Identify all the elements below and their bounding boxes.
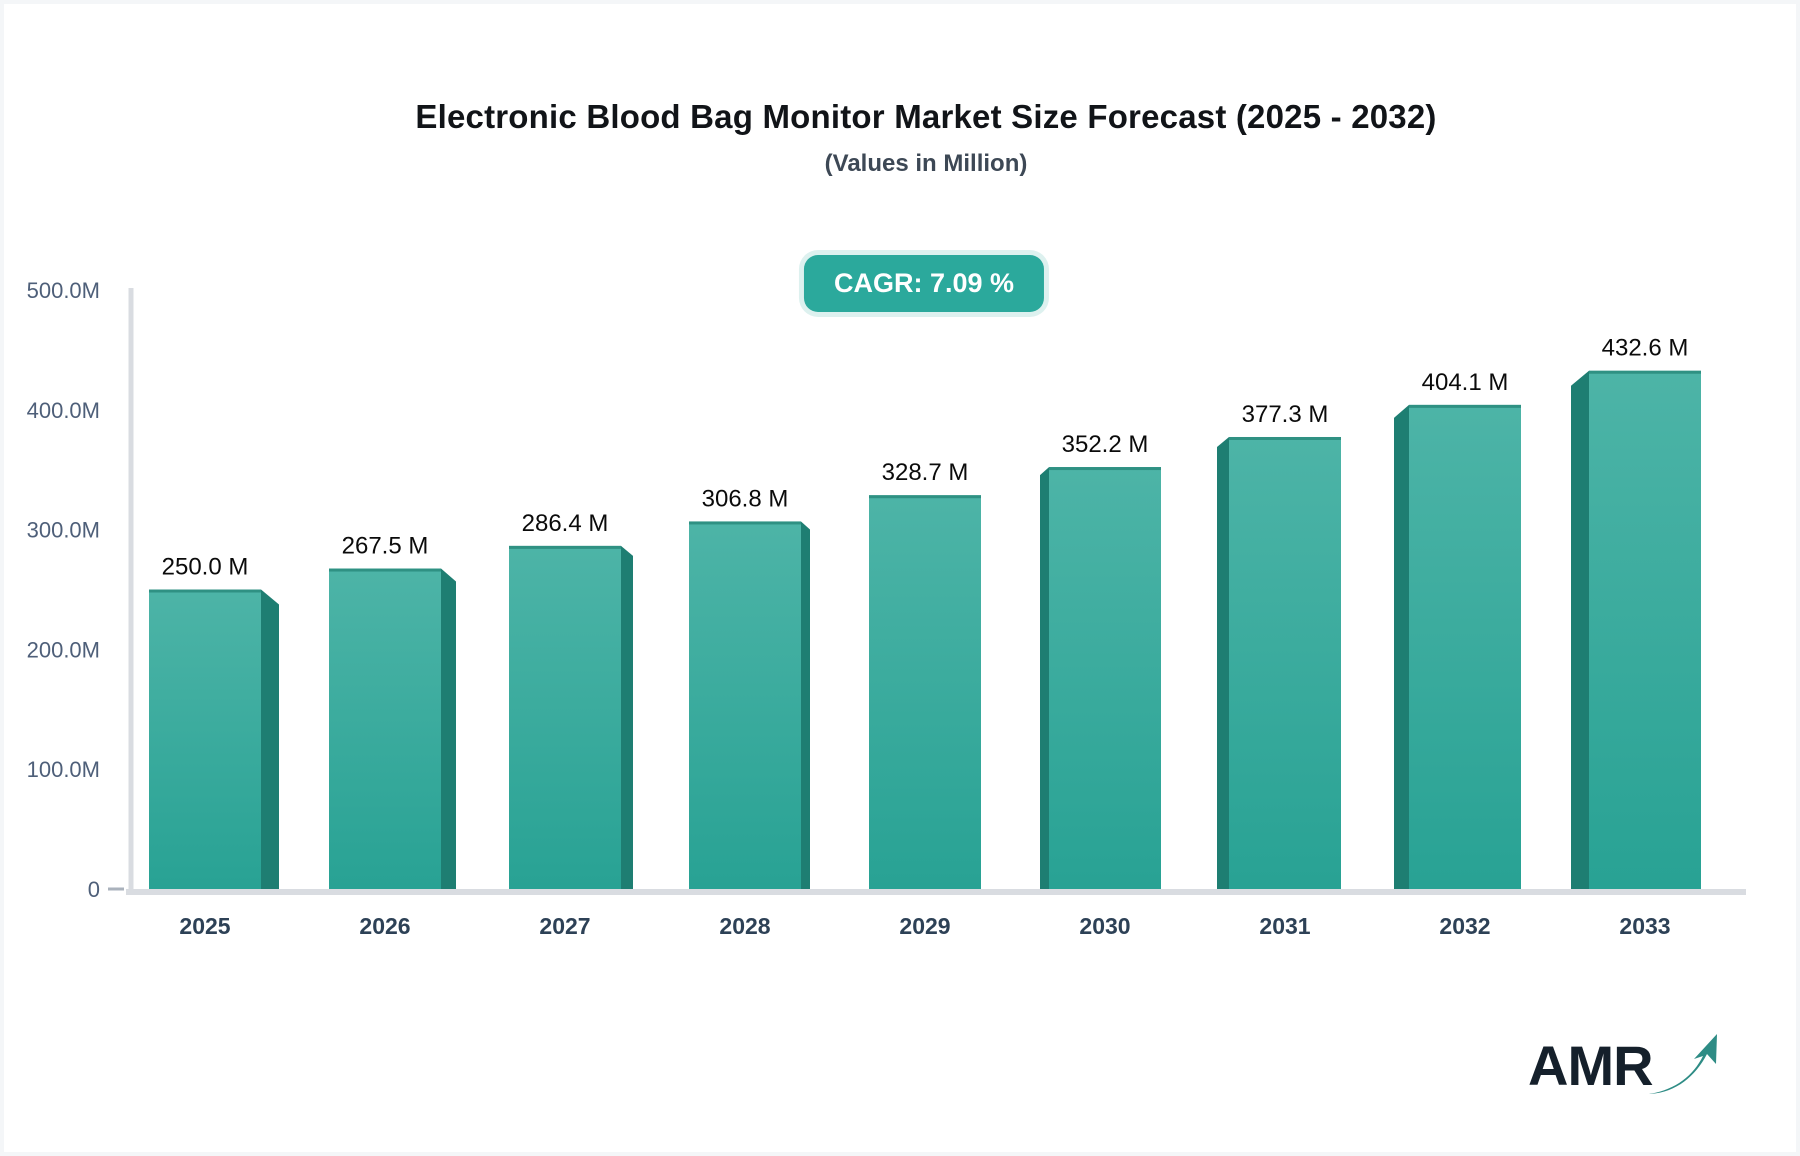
- bar: [1589, 370, 1701, 889]
- bar: [329, 568, 441, 889]
- bar-group-2028: 306.8 M 2028: [689, 485, 810, 939]
- bar-side-face: [1394, 404, 1409, 889]
- x-axis-label: 2032: [1439, 913, 1490, 939]
- x-axis-label: 2031: [1259, 913, 1310, 939]
- amr-logo-text: AMR: [1528, 1034, 1654, 1097]
- y-axis-tick-label: 300.0M: [27, 518, 100, 543]
- y-axis-tick-label: 100.0M: [27, 757, 100, 782]
- bar: [1229, 436, 1341, 889]
- bar-value-label: 404.1 M: [1422, 369, 1509, 396]
- bar-top-edge: [329, 568, 441, 572]
- bar: [1409, 404, 1521, 889]
- bar-group-2033: 432.6 M 2033: [1571, 335, 1701, 939]
- bar-top-edge: [149, 589, 261, 593]
- x-axis-label: 2027: [539, 913, 590, 939]
- bar-side-face: [621, 545, 633, 889]
- y-axis-tick-label: 500.0M: [27, 278, 100, 303]
- x-axis-label: 2033: [1619, 913, 1670, 939]
- bar-group-2027: 286.4 M 2027: [509, 510, 633, 939]
- bar-group-2026: 267.5 M 2026: [329, 533, 456, 939]
- amr-logo: AMR: [1528, 1030, 1727, 1102]
- x-axis-label: 2029: [899, 913, 950, 939]
- bar: [149, 589, 261, 889]
- bar-value-label: 286.4 M: [522, 510, 609, 537]
- bar-value-label: 432.6 M: [1602, 335, 1689, 362]
- bar-group-2030: 352.2 M 2030: [1040, 431, 1161, 939]
- x-axis-label: 2025: [179, 913, 230, 939]
- x-axis-label: 2026: [359, 913, 410, 939]
- bar-top-edge: [509, 545, 621, 549]
- bar-value-label: 377.3 M: [1242, 401, 1329, 428]
- bar-side-face: [1040, 467, 1049, 889]
- x-axis-label: 2030: [1079, 913, 1130, 939]
- bar-value-label: 267.5 M: [342, 533, 429, 560]
- bar-side-face: [1571, 370, 1589, 889]
- bar-value-label: 352.2 M: [1062, 431, 1149, 458]
- page-subtitle: (Values in Million): [824, 150, 1028, 177]
- y-axis-tick-label: 0: [88, 877, 100, 902]
- cagr-badge: CAGR: 7.09 %: [803, 255, 1045, 312]
- bar-top-edge: [1589, 370, 1701, 374]
- bar-value-label: 250.0 M: [162, 554, 249, 581]
- growth-arrow-icon: [1648, 1034, 1717, 1094]
- bar: [1049, 467, 1161, 889]
- bar: [509, 545, 621, 889]
- x-axis-label: 2028: [719, 913, 770, 939]
- y-axis-tick-label: 200.0M: [27, 637, 100, 662]
- bar-group-2032: 404.1 M 2032: [1394, 369, 1521, 939]
- bar-group-2029: 328.7 M 2029: [869, 459, 981, 939]
- bar-top-edge: [689, 521, 801, 525]
- bar: [689, 521, 801, 889]
- bar-side-face: [261, 589, 279, 889]
- bar-side-face: [1217, 436, 1229, 889]
- bar-group-2025: 250.0 M 2025: [149, 554, 279, 939]
- bar-value-label: 328.7 M: [882, 459, 969, 486]
- bar-side-face: [441, 568, 456, 889]
- y-axis-tick-label: 400.0M: [27, 398, 100, 423]
- bar-group-2031: 377.3 M 2031: [1217, 401, 1341, 939]
- bar-side-face: [801, 521, 810, 889]
- x-axis-line: [126, 889, 1746, 895]
- bar: [869, 495, 981, 889]
- bar-top-edge: [1409, 404, 1521, 408]
- bar-value-label: 306.8 M: [702, 485, 789, 512]
- bar-top-edge: [869, 495, 981, 499]
- bar-top-edge: [1049, 467, 1161, 471]
- page-title: Electronic Blood Bag Monitor Market Size…: [415, 98, 1437, 135]
- bar-top-edge: [1229, 436, 1341, 440]
